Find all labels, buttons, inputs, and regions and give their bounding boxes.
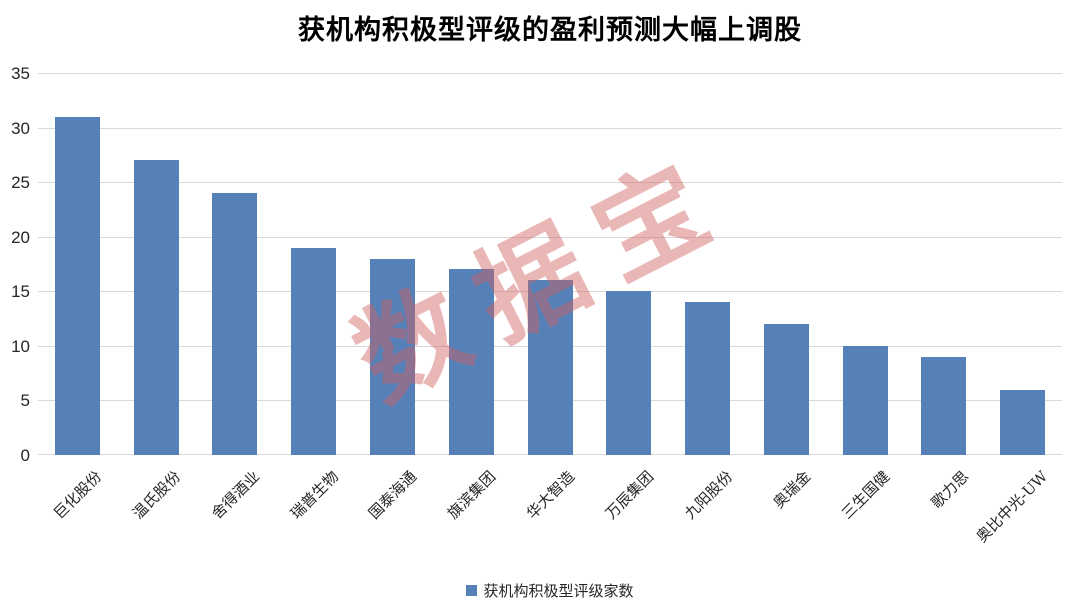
y-axis-tick-labels: 0 5 10 15 20 25 30 35 xyxy=(0,65,30,464)
bar-华大智造 xyxy=(528,280,573,455)
bar-温氏股份 xyxy=(134,160,179,455)
y-tick-label-5: 5 xyxy=(20,391,30,410)
bar-旗滨集团 xyxy=(449,269,494,455)
x-category-label-巨化股份: 巨化股份 xyxy=(49,467,106,523)
x-category-label-歌力思: 歌力思 xyxy=(927,467,973,512)
bar-奥瑞金 xyxy=(764,324,809,455)
y-tick-label-35: 35 xyxy=(11,64,30,83)
bar-歌力思 xyxy=(921,357,966,455)
gridline-y-30 xyxy=(38,128,1062,129)
x-category-label-奥瑞金: 奥瑞金 xyxy=(769,467,815,512)
y-tick-label-25: 25 xyxy=(11,173,30,192)
y-tick-label-10: 10 xyxy=(11,337,30,356)
x-category-label-瑞普生物: 瑞普生物 xyxy=(286,467,343,523)
x-category-label-舍得酒业: 舍得酒业 xyxy=(207,467,264,523)
bar-国泰海通 xyxy=(370,259,415,455)
plot-area xyxy=(38,73,1062,455)
y-tick-label-30: 30 xyxy=(11,119,30,138)
gridline-y-20 xyxy=(38,237,1062,238)
x-category-label-三生国健: 三生国健 xyxy=(837,467,894,523)
gridline-y-35 xyxy=(38,73,1062,74)
y-tick-label-20: 20 xyxy=(11,228,30,247)
chart-title: 获机构积极型评级的盈利预测大幅上调股 xyxy=(298,15,802,46)
x-category-label-旗滨集团: 旗滨集团 xyxy=(443,467,500,523)
bar-万辰集团 xyxy=(606,291,651,455)
x-category-label-奥比中光-UW: 奥比中光-UW xyxy=(972,467,1052,547)
bar-三生国健 xyxy=(843,346,888,455)
bar-奥比中光-UW xyxy=(1000,390,1045,455)
x-category-label-国泰海通: 国泰海通 xyxy=(364,467,421,523)
gridline-y-25 xyxy=(38,182,1062,183)
x-axis-category-labels: 巨化股份 温氏股份 舍得酒业 瑞普生物 国泰海通 旗滨集团 华大智造 万辰集团 九阳股份 奥瑞金三… xyxy=(38,455,1080,580)
x-category-label-九阳股份: 九阳股份 xyxy=(680,467,737,523)
legend: 获机构积极型评级家数 xyxy=(38,580,1062,601)
y-tick-label-15: 15 xyxy=(11,282,30,301)
legend-label: 获机构积极型评级家数 xyxy=(483,582,634,600)
bar-九阳股份 xyxy=(685,302,730,455)
x-category-label-温氏股份: 温氏股份 xyxy=(128,467,185,523)
legend-marker-square-icon xyxy=(466,585,478,596)
bar-瑞普生物 xyxy=(291,248,336,455)
y-tick-label-0: 0 xyxy=(20,446,30,465)
bar-巨化股份 xyxy=(55,117,100,455)
x-category-label-华大智造: 华大智造 xyxy=(522,467,579,523)
x-category-label-万辰集团: 万辰集团 xyxy=(601,467,658,523)
bar-舍得酒业 xyxy=(212,193,257,455)
